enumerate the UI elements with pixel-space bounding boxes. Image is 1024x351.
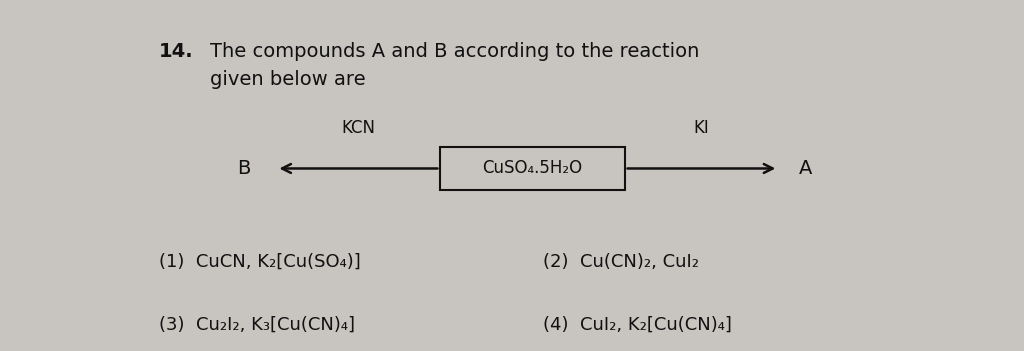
Text: (4)  CuI₂, K₂[Cu(CN)₄]: (4) CuI₂, K₂[Cu(CN)₄] [543, 316, 731, 334]
FancyBboxPatch shape [440, 147, 625, 190]
Text: KI: KI [693, 119, 710, 137]
Text: B: B [238, 159, 251, 178]
Text: (1)  CuCN, K₂[Cu(SO₄)]: (1) CuCN, K₂[Cu(SO₄)] [159, 253, 360, 271]
Text: The compounds A and B according to the reaction
given below are: The compounds A and B according to the r… [210, 42, 699, 89]
Text: 14.: 14. [159, 42, 194, 61]
Text: (2)  Cu(CN)₂, CuI₂: (2) Cu(CN)₂, CuI₂ [543, 253, 698, 271]
Text: CuSO₄.5H₂O: CuSO₄.5H₂O [482, 159, 583, 178]
Text: (3)  Cu₂I₂, K₃[Cu(CN)₄]: (3) Cu₂I₂, K₃[Cu(CN)₄] [159, 316, 354, 334]
Text: A: A [799, 159, 812, 178]
Text: KCN: KCN [341, 119, 376, 137]
